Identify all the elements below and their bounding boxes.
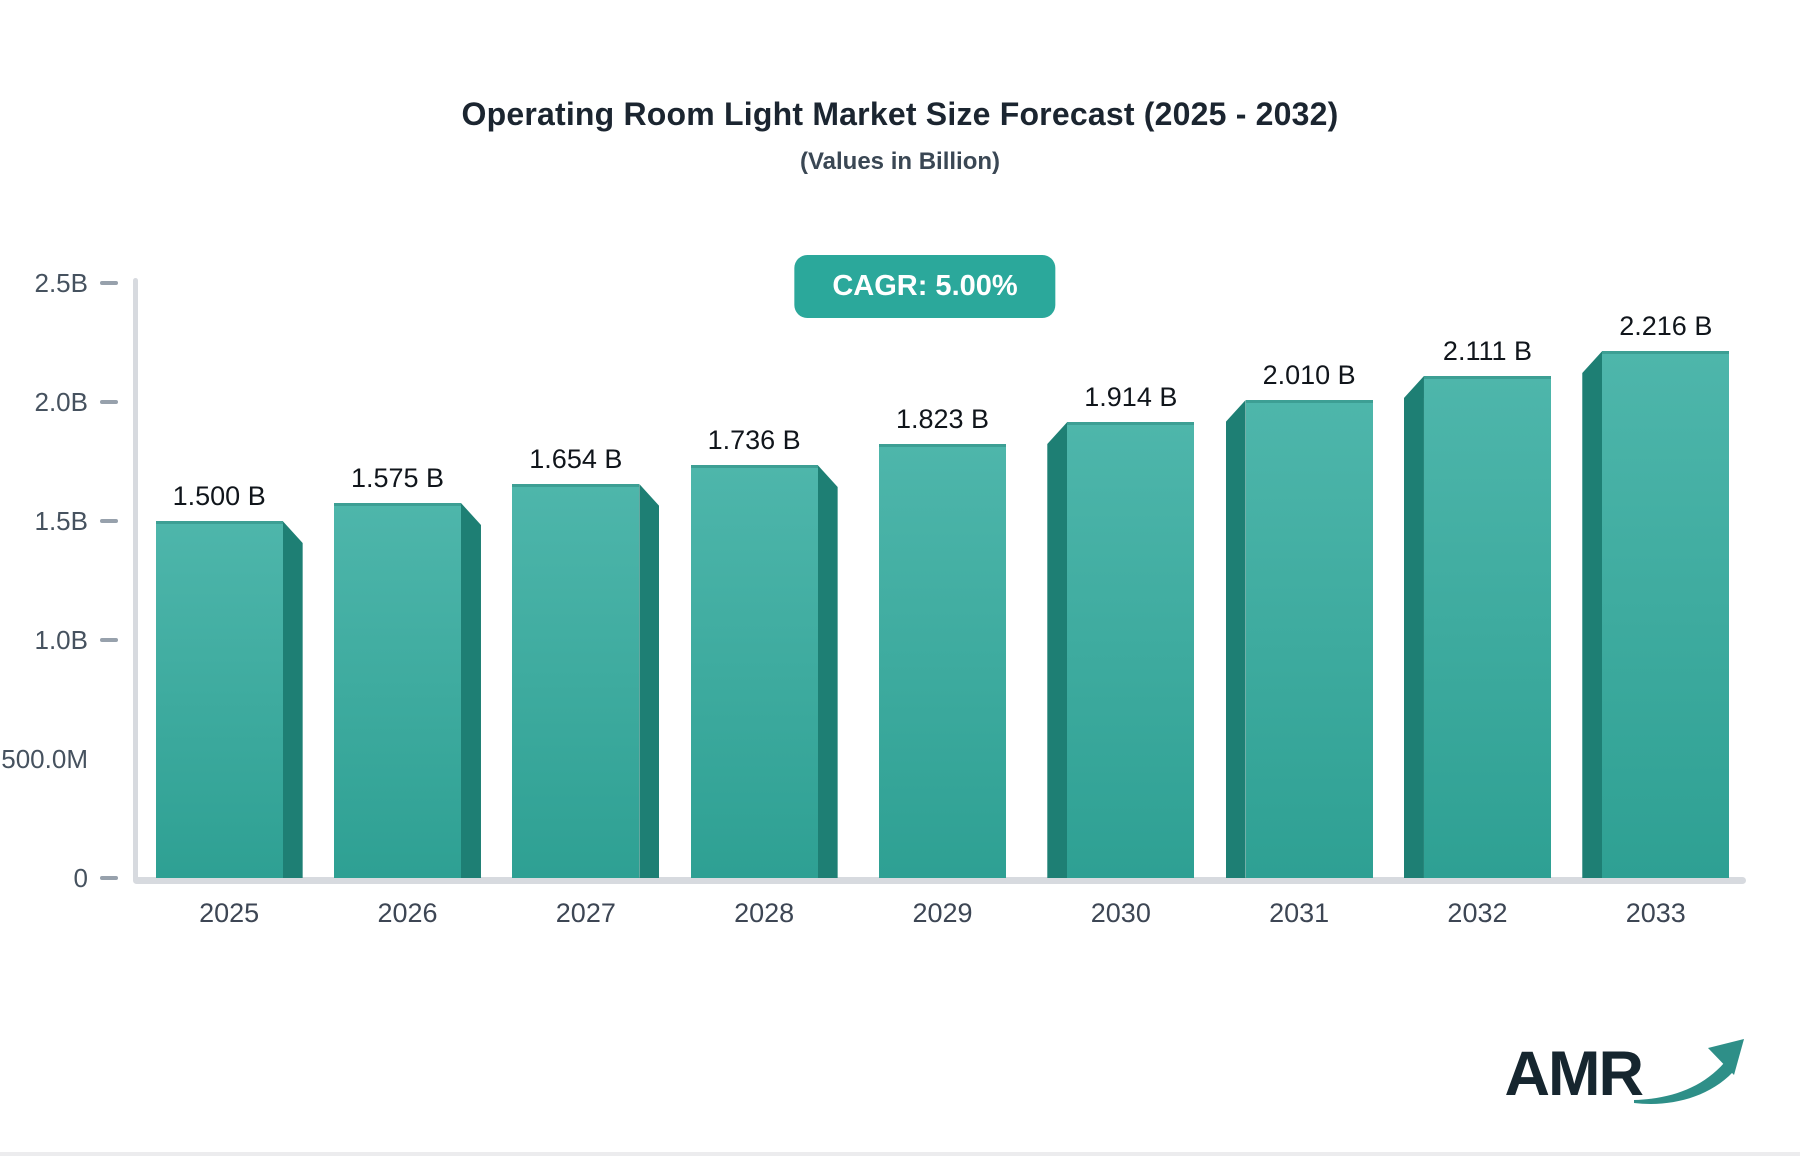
y-axis-tick-1.5B — [100, 519, 118, 523]
bar-group-2030: 1.914 B — [1032, 253, 1210, 878]
y-axis-line — [133, 278, 138, 882]
bar-group-2027: 1.654 B — [497, 253, 675, 878]
x-axis-labels: 2025 2026 2027 2028 2029 2030 2031 2032 2033 — [140, 898, 1745, 929]
x-axis-label-2033: 2033 — [1625, 898, 1686, 928]
bar-3d-side-2033 — [1582, 351, 1603, 878]
y-axis-label-0: 0 — [73, 863, 88, 893]
chart-subtitle: (Values in Billion) — [799, 148, 1001, 175]
bar-value-label-2029: 1.823 B — [895, 404, 990, 434]
x-axis-label-2031: 2031 — [1269, 898, 1330, 928]
bar-2033[interactable] — [1582, 351, 1730, 878]
bar-face-2025 — [155, 521, 283, 878]
bar-2028[interactable] — [690, 465, 838, 878]
bar-face-2029 — [878, 444, 1006, 878]
bar-value-label-2033: 2.216 B — [1619, 311, 1713, 341]
x-axis-label-2028: 2028 — [734, 898, 795, 928]
bar-3d-side-2031 — [1225, 400, 1246, 878]
amr-logo: AMR — [1505, 1036, 1748, 1112]
bar-group-2032: 2.111 B — [1388, 253, 1566, 878]
bar-2026[interactable] — [333, 503, 481, 878]
bar-group-2029: 1.823 B — [853, 253, 1031, 878]
bar-2032[interactable] — [1403, 376, 1551, 878]
x-axis-label-2029: 2029 — [912, 898, 973, 928]
bar-face-2026 — [333, 503, 461, 878]
chart-title: Operating Room Light Market Size Forecas… — [461, 96, 1339, 132]
bar-3d-side-2032 — [1403, 376, 1424, 878]
bar-face-2032 — [1423, 376, 1551, 878]
y-axis-label-500.0M: 500.0M — [1, 744, 88, 774]
bar-value-label-2031: 2.010 B — [1262, 360, 1356, 390]
growth-arrow-icon — [1634, 1039, 1744, 1104]
x-axis-label-2027: 2027 — [555, 898, 616, 928]
bar-face-2033 — [1602, 351, 1730, 878]
y-axis-tick-1.0B — [100, 638, 118, 642]
bar-2025[interactable] — [155, 521, 303, 878]
bar-value-label-2027: 1.654 B — [529, 444, 623, 474]
y-axis-tick-2.0B — [100, 400, 118, 404]
bar-face-2027 — [512, 484, 640, 878]
bar-value-label-2026: 1.575 B — [350, 463, 445, 493]
bar-3d-side-2025 — [282, 521, 303, 878]
x-axis-label-2026: 2026 — [377, 898, 438, 928]
y-axis-label-1.0B: 1.0B — [34, 625, 89, 655]
bar-2027[interactable] — [512, 484, 660, 878]
bar-group-2026: 1.575 B — [318, 253, 496, 878]
bar-2029[interactable] — [878, 444, 1006, 878]
bar-face-2031 — [1245, 400, 1373, 878]
bar-group-2025: 1.500 B — [140, 253, 318, 878]
y-axis-tick-2.5B — [100, 281, 118, 285]
x-axis-line — [133, 877, 1746, 884]
bar-value-label-2025: 1.500 B — [172, 481, 266, 511]
y-axis-label-2.5B: 2.5B — [34, 268, 89, 298]
bar-3d-side-2027 — [639, 484, 660, 878]
x-axis-label-2032: 2032 — [1447, 898, 1508, 928]
bar-face-2030 — [1067, 422, 1195, 878]
bar-group-2033: 2.216 B — [1567, 253, 1745, 878]
x-axis-label-2030: 2030 — [1090, 898, 1151, 928]
bar-value-label-2030: 1.914 B — [1084, 382, 1178, 412]
bar-group-2031: 2.010 B — [1210, 253, 1388, 878]
bar-face-2028 — [690, 465, 818, 878]
bars-container: 1.500 B 1.575 B 1.654 B 1.736 B 1.823 B 1.914… — [140, 253, 1745, 878]
bar-value-label-2032: 2.111 B — [1442, 336, 1532, 366]
x-axis-label-2025: 2025 — [199, 898, 260, 928]
y-axis-label-1.5B: 1.5B — [34, 506, 89, 536]
bar-2030[interactable] — [1047, 422, 1195, 878]
bar-value-label-2028: 1.736 B — [707, 425, 801, 455]
y-axis-tick-0 — [100, 876, 118, 880]
page-bottom-edge — [0, 1152, 1800, 1156]
bar-3d-side-2026 — [460, 503, 481, 878]
y-axis-label-2.0B: 2.0B — [34, 387, 89, 417]
cagr-badge: CAGR: 5.00% — [794, 255, 1056, 318]
bar-2031[interactable] — [1225, 400, 1373, 878]
bar-group-2028: 1.736 B — [675, 253, 853, 878]
bar-3d-side-2030 — [1047, 422, 1068, 878]
bar-3d-side-2028 — [817, 465, 838, 878]
amr-logo-text: AMR — [1504, 1039, 1644, 1109]
